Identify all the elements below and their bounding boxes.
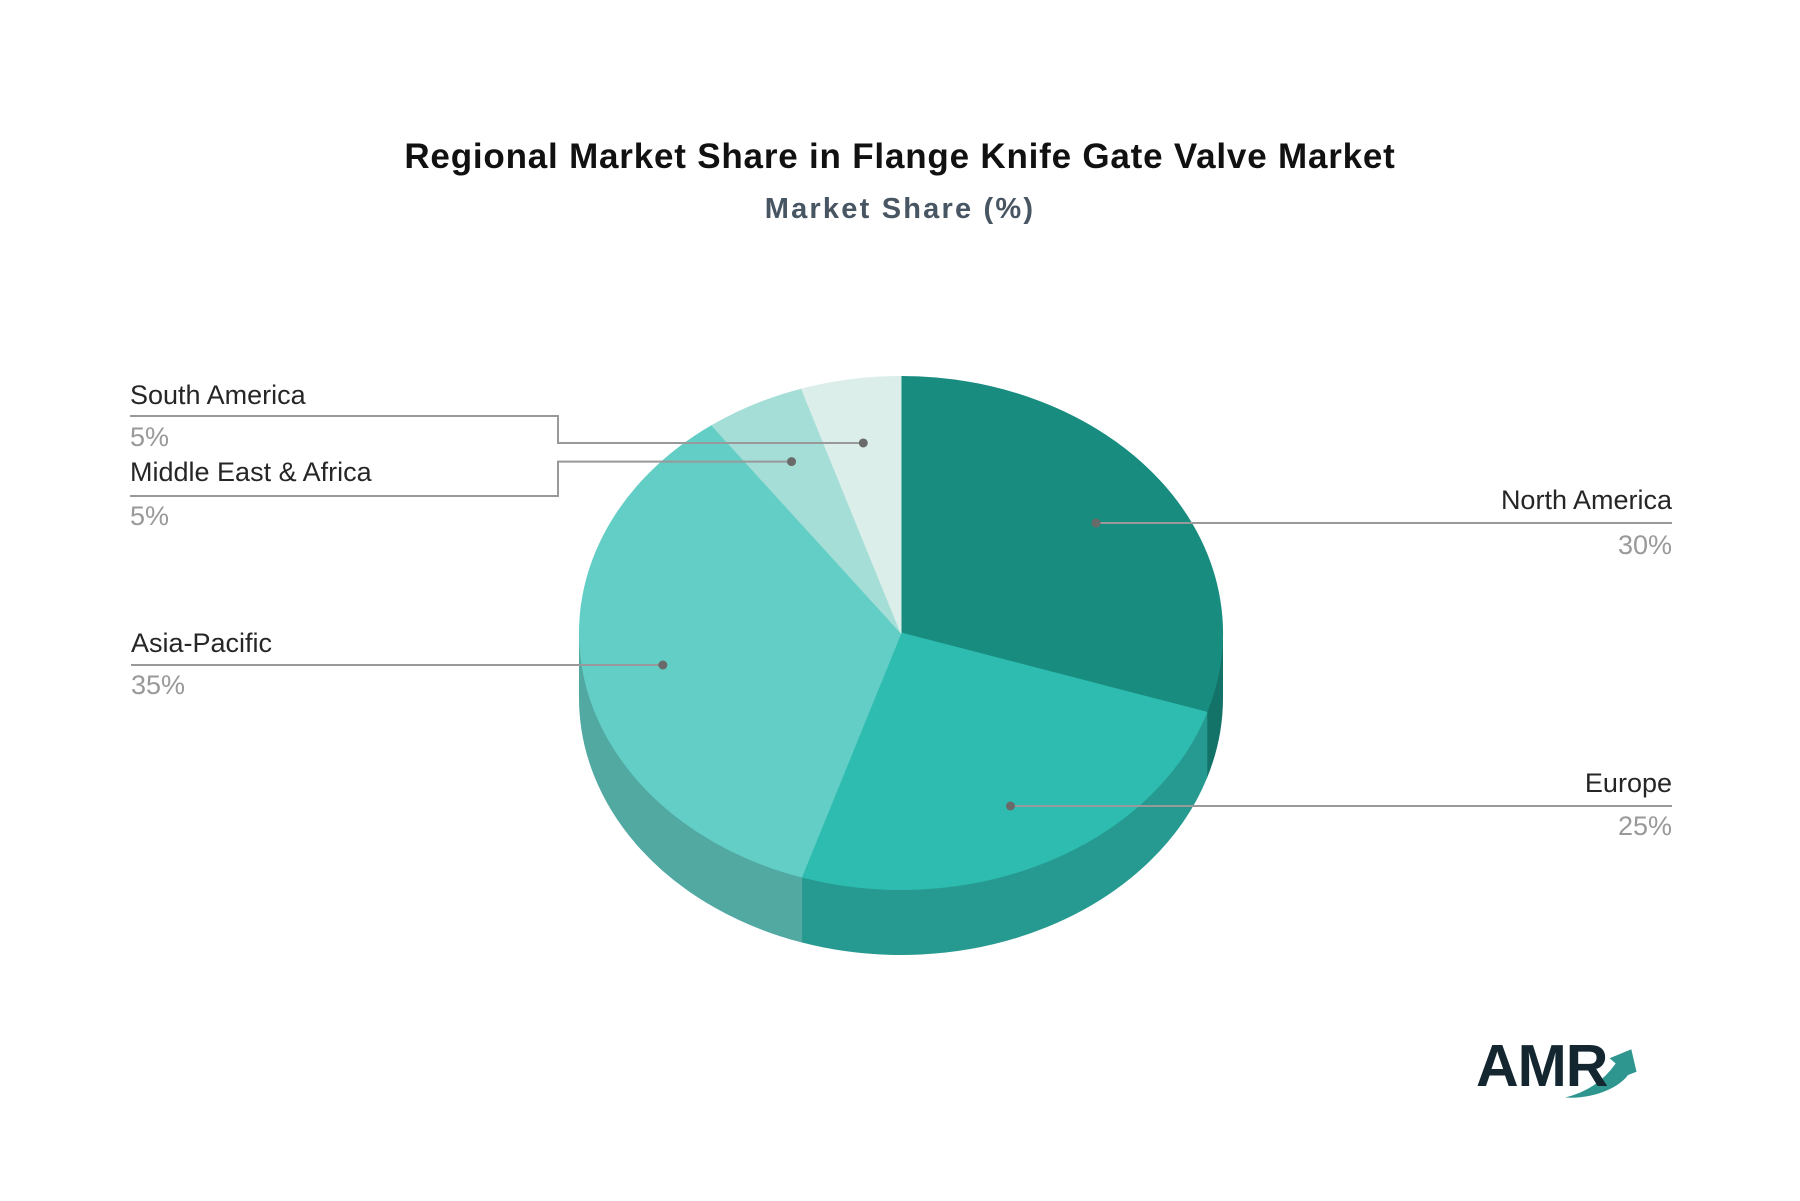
label-dot-middle-east-africa bbox=[787, 457, 797, 467]
chart-subtitle: Market Share (%) bbox=[765, 193, 1036, 225]
label-dot-south-america bbox=[858, 438, 868, 448]
pie-slice-europe[interactable] bbox=[801, 632, 1208, 890]
slice-value-south-america: 5% bbox=[130, 422, 169, 452]
amr-logo: AMR bbox=[1476, 1033, 1637, 1099]
pie-slice-north-america[interactable] bbox=[900, 376, 1223, 713]
label-connector-middle-east-africa bbox=[130, 460, 792, 497]
chart-title: Regional Market Share in Flange Knife Ga… bbox=[404, 137, 1395, 176]
slice-label-north-america: North America bbox=[1501, 485, 1673, 515]
label-connectors bbox=[130, 415, 1672, 811]
slice-value-asia-pacific: 35% bbox=[131, 670, 185, 700]
pie-slice-asia-pacific[interactable] bbox=[579, 424, 902, 878]
label-dot-north-america bbox=[1091, 518, 1101, 528]
label-connector-south-america bbox=[130, 415, 864, 444]
slice-label-south-america: South America bbox=[130, 380, 307, 410]
label-dot-asia-pacific bbox=[658, 660, 668, 670]
slice-label-europe: Europe bbox=[1585, 768, 1672, 798]
slice-value-europe: 25% bbox=[1618, 811, 1672, 841]
slice-label-asia-pacific: Asia-Pacific bbox=[131, 628, 272, 658]
slice-label-middle-east-africa: Middle East & Africa bbox=[130, 457, 373, 487]
slice-value-north-america: 30% bbox=[1618, 530, 1672, 560]
pie-slice-south-america[interactable] bbox=[801, 376, 902, 634]
pie-slices bbox=[579, 376, 1223, 890]
amr-logo-text: AMR bbox=[1476, 1033, 1608, 1099]
label-dot-europe bbox=[1005, 801, 1015, 811]
slice-labels: North America 30% Europe 25% Asia-Pacific 35%… bbox=[130, 380, 1673, 841]
amr-logo-arrow-icon bbox=[1565, 1049, 1637, 1098]
slice-value-middle-east-africa: 5% bbox=[130, 501, 169, 531]
